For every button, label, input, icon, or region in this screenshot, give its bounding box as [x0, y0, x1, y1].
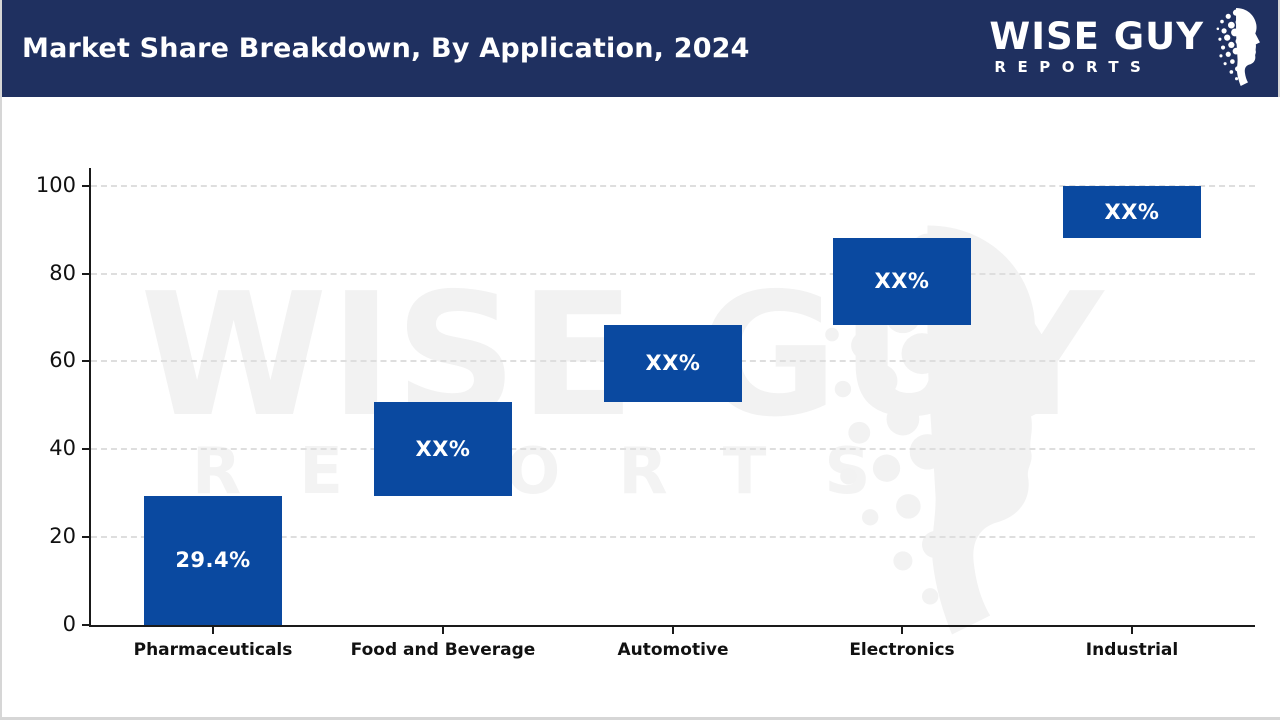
x-category-label: Food and Beverage	[350, 640, 536, 660]
bar-electronics: XX%	[833, 237, 971, 326]
x-tick-mark	[1131, 625, 1133, 634]
bar-automotive: XX%	[604, 325, 742, 402]
bar-value-label: XX%	[1104, 199, 1160, 224]
logo: WISE GUY REPORTS	[989, 8, 1264, 86]
bar-value-label: 29.4%	[175, 548, 251, 573]
x-tick-mark	[212, 625, 214, 634]
y-tick-mark	[82, 448, 91, 451]
bar-industrial: XX%	[1063, 185, 1201, 238]
bar-value-label: XX%	[874, 269, 930, 294]
logo-text: WISE GUY REPORTS	[989, 15, 1204, 76]
x-category-label: Pharmaceuticals	[133, 640, 293, 660]
x-category-label: Automotive	[617, 640, 729, 660]
logo-subtext: REPORTS	[994, 57, 1153, 76]
logo-wordmark: WISE GUY	[989, 15, 1204, 59]
logo-face-icon	[1216, 8, 1260, 86]
gridline	[91, 448, 1255, 451]
y-tick-label: 80	[49, 260, 76, 285]
y-tick-label: 0	[62, 612, 76, 636]
y-tick-label: 60	[49, 348, 76, 373]
gridline	[91, 184, 1255, 187]
x-tick-mark	[672, 625, 674, 634]
page-title: Market Share Breakdown, By Application, …	[22, 33, 750, 64]
bar-value-label: XX%	[645, 351, 701, 376]
y-tick-mark	[82, 184, 91, 187]
y-tick-label: 40	[49, 436, 76, 461]
y-tick-mark	[82, 272, 91, 275]
y-tick-mark	[82, 624, 91, 626]
x-tick-mark	[442, 625, 444, 634]
watermark-subtext: REPORTS	[192, 435, 929, 509]
bar-food-and-beverage: XX%	[374, 401, 512, 496]
gridline	[91, 536, 1255, 539]
y-axis-line	[89, 168, 91, 627]
y-tick-label: 100	[35, 172, 76, 197]
bar-pharmaceuticals: 29.4%	[144, 495, 282, 625]
y-tick-label: 20	[49, 524, 76, 549]
header: Market Share Breakdown, By Application, …	[2, 0, 1278, 97]
x-tick-mark	[901, 625, 903, 634]
x-axis-line	[89, 625, 1255, 627]
y-tick-mark	[82, 536, 91, 539]
y-tick-mark	[82, 360, 91, 363]
x-category-label: Industrial	[1085, 640, 1179, 660]
gridline	[91, 272, 1255, 275]
x-category-label: Electronics	[849, 640, 955, 660]
bar-value-label: XX%	[415, 436, 471, 461]
